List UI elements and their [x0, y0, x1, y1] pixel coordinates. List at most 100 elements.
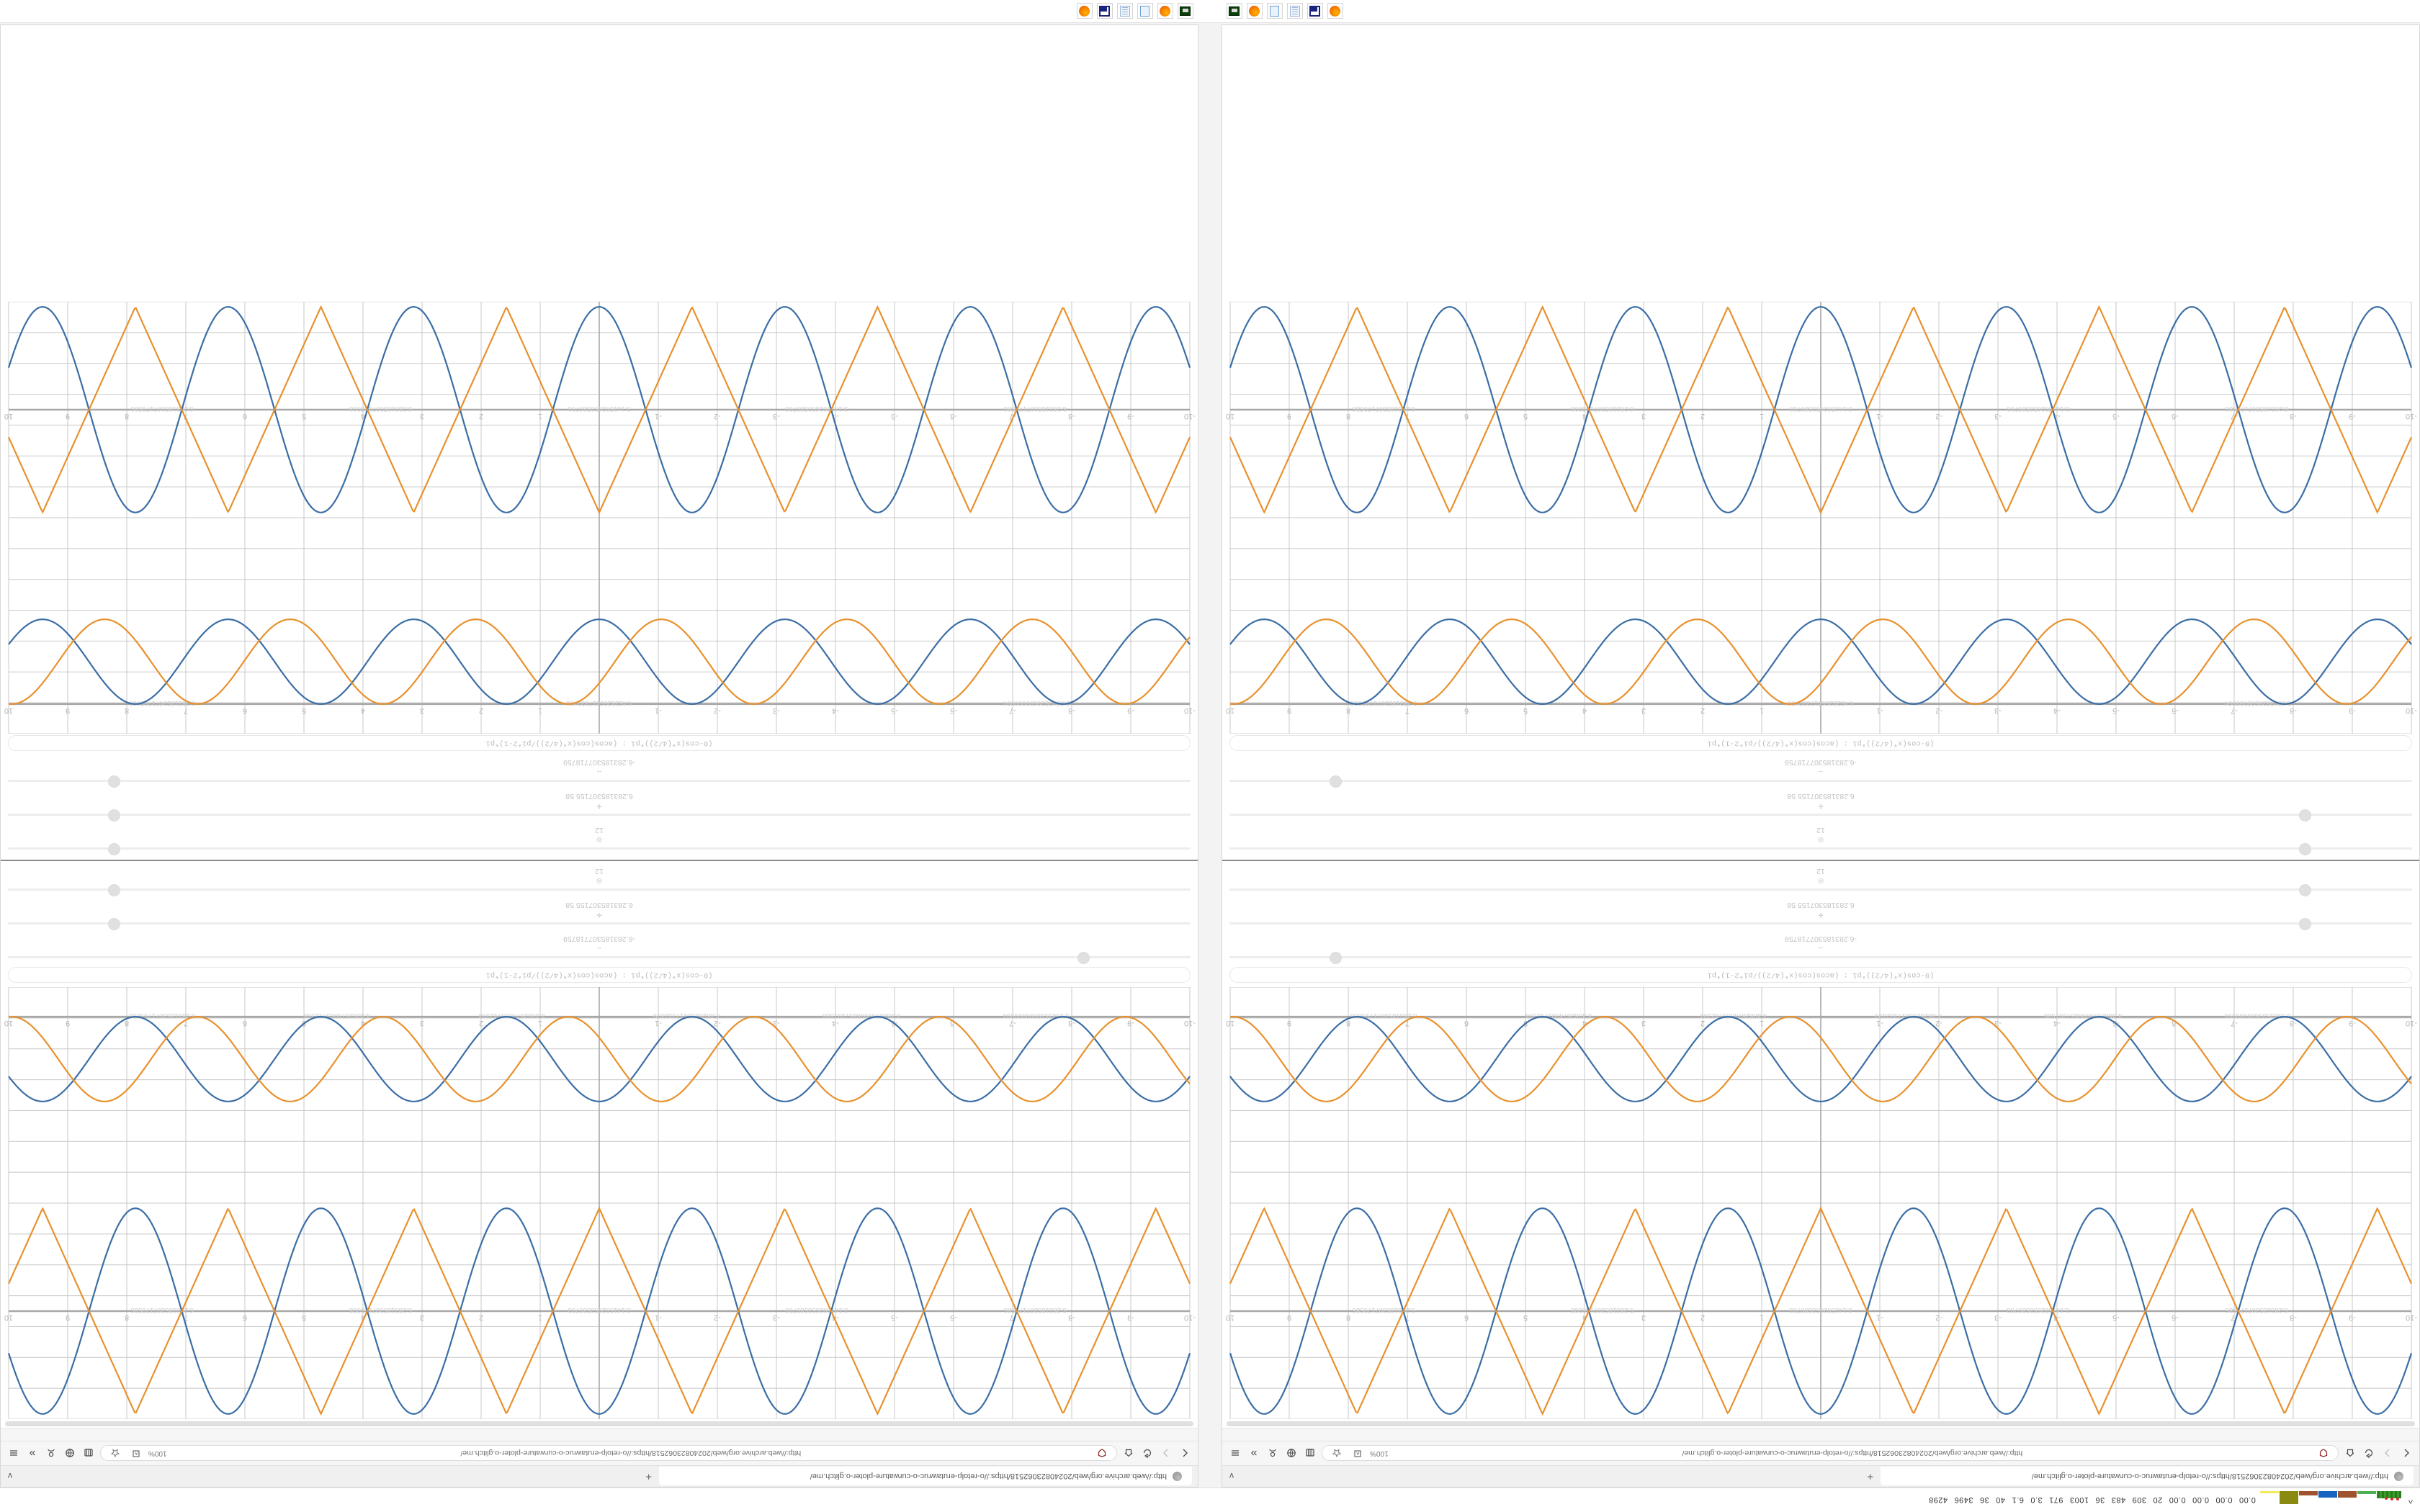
- taskbar-terminal-icon[interactable]: [1227, 3, 1242, 19]
- graph-left-chart-4[interactable]: -10 -9 -8 -7 -6 -5 -4 -3 -2 -1 1 2 3 4 5 6 7 8 9 10 -6.28318…: [1222, 302, 2419, 518]
- taskbar-left-group[interactable]: [1227, 3, 1343, 19]
- slider-thumb[interactable]: [2299, 884, 2312, 896]
- reload-icon[interactable]: [2362, 1446, 2376, 1461]
- slider-thumb[interactable]: [107, 884, 120, 896]
- translate-icon[interactable]: A: [1350, 1446, 1364, 1461]
- curvature-plotter-app-right[interactable]: -10 -9 -8 -7 -6 -5 -4 -3 -2 -1 1 2 3 4 5 6 7 8 9 10 -6.28318…: [1, 25, 1198, 1419]
- library-icon[interactable]: [81, 1446, 96, 1461]
- reload-icon[interactable]: [1140, 1446, 1155, 1461]
- taskbar-right-group[interactable]: [1077, 3, 1193, 19]
- chevron-up-icon[interactable]: ^: [2408, 1495, 2413, 1506]
- taskbar-calculator-icon[interactable]: [1137, 3, 1153, 19]
- formula-input-top[interactable]: (0-cos(x*(4/2))*pi : (acos(cos(x*(4/2))/…: [1229, 967, 2412, 983]
- hamburger-menu-icon[interactable]: [6, 1446, 21, 1461]
- shield-icon[interactable]: [1095, 1446, 1109, 1461]
- back-arrow-icon[interactable]: [2399, 1446, 2414, 1461]
- bookmarks-toolbar-left[interactable]: [1222, 1428, 2419, 1441]
- slider-count-b[interactable]: [1229, 843, 2412, 855]
- library-icon[interactable]: [1303, 1446, 1317, 1461]
- back-arrow-icon[interactable]: [1178, 1446, 1192, 1461]
- account-icon[interactable]: [1265, 1446, 1280, 1461]
- slider-phase-a[interactable]: [8, 952, 1191, 964]
- slider-amp-a[interactable]: [8, 918, 1191, 930]
- slider-thumb[interactable]: [107, 918, 120, 930]
- formula-input-bottom[interactable]: (0-cos(x*(4/2))*pi : (acos(cos(x*(4/2))/…: [8, 735, 1191, 751]
- zoom-level-label[interactable]: 100%: [1370, 1449, 1389, 1457]
- list-all-tabs-icon[interactable]: v: [8, 1471, 12, 1482]
- account-icon[interactable]: [44, 1446, 58, 1461]
- slider-thumb[interactable]: [1329, 952, 1342, 964]
- taskbar-terminal-icon[interactable]: [1178, 3, 1193, 19]
- graph-left-chart-3[interactable]: -10 -9 -8 -7 -6 -5 -4 -3 -2 -1 1 2 3 4 5 6 7 8 9 10 3.934353…: [1, 518, 1198, 734]
- taskbar-floppy-save-icon[interactable]: [1097, 3, 1113, 19]
- home-icon[interactable]: [2343, 1446, 2357, 1461]
- globe-icon[interactable]: [63, 1446, 77, 1461]
- taskbar-firefox-icon[interactable]: [1157, 3, 1173, 19]
- list-all-tabs-icon[interactable]: v: [1229, 1471, 1234, 1482]
- slider-thumb[interactable]: [107, 843, 120, 855]
- bookmarks-toolbar-right[interactable]: [1, 1428, 1198, 1441]
- navigation-toolbar-left[interactable]: http://web.archive.org/web/2024082306251…: [1222, 1441, 2419, 1465]
- slider-thumb[interactable]: [2299, 809, 2312, 822]
- taskbar-notepad-icon[interactable]: [1287, 3, 1303, 19]
- zoom-level-label[interactable]: 100%: [148, 1449, 167, 1457]
- slider-thumb[interactable]: [107, 775, 120, 788]
- slider-thumb[interactable]: [2299, 843, 2312, 855]
- hamburger-menu-icon[interactable]: [1228, 1446, 1242, 1461]
- tab-strip-left[interactable]: http://web.archive.org/web/2024082306251…: [1222, 1465, 2419, 1487]
- horizontal-scrollbar-left[interactable]: [1227, 1421, 2415, 1426]
- slider-phase-b[interactable]: [8, 775, 1191, 788]
- taskbar-firefox-icon[interactable]: [1327, 3, 1343, 19]
- taskbar-firefox-icon[interactable]: [1077, 3, 1093, 19]
- graph-left-chart-1[interactable]: -10 -9 -8 -7 -6 -5 -4 -3 -2 -1 1 2 3 4 5 6 7 8 9 10 -6.28318…: [1, 1203, 1198, 1419]
- forward-arrow-icon[interactable]: [2380, 1446, 2395, 1461]
- browser-tab-right[interactable]: http://web.archive.org/web/2024082306251…: [659, 1467, 1192, 1486]
- slider-thumb[interactable]: [2299, 918, 2312, 930]
- tab-strip-right[interactable]: http://web.archive.org/web/2024082306251…: [1, 1465, 1198, 1487]
- formula-input-top[interactable]: (0-cos(x*(4/2))*pi : (acos(cos(x*(4/2))/…: [8, 967, 1191, 983]
- slider-amp-a[interactable]: [1229, 918, 2412, 930]
- slider-count-a[interactable]: [8, 884, 1191, 896]
- address-bar-left[interactable]: http://web.archive.org/web/2024082306251…: [1322, 1445, 2339, 1462]
- translate-icon[interactable]: A: [128, 1446, 143, 1461]
- slider-count-a[interactable]: [1229, 884, 2412, 896]
- graph-left-chart-4[interactable]: -10 -9 -8 -7 -6 -5 -4 -3 -2 -1 1 2 3 4 5 6 7 8 9 10 -6.28318…: [1, 302, 1198, 518]
- slider-thumb[interactable]: [107, 809, 120, 822]
- taskbar[interactable]: [0, 0, 2420, 23]
- star-icon[interactable]: [1330, 1446, 1344, 1461]
- extensions-overflow-icon[interactable]: »: [29, 1447, 36, 1460]
- formula-input-bottom[interactable]: (0-cos(x*(4/2))*pi : (acos(cos(x*(4/2))/…: [1229, 735, 2412, 751]
- browser-window-left[interactable]: http://web.archive.org/web/2024082306251…: [1222, 24, 2420, 1488]
- svg-text:-1: -1: [1876, 706, 1883, 715]
- browser-window-right[interactable]: http://web.archive.org/web/2024082306251…: [0, 24, 1198, 1488]
- new-tab-button[interactable]: +: [645, 1470, 652, 1482]
- slider-count-b[interactable]: [8, 843, 1191, 855]
- globe-icon[interactable]: [1284, 1446, 1299, 1461]
- slider-phase-b[interactable]: [1229, 775, 2412, 788]
- curvature-plotter-app-left[interactable]: -10 -9 -8 -7 -6 -5 -4 -3 -2 -1 1 2 3 4 5 6 7 8 9 10 -6.28318…: [1222, 25, 2419, 1419]
- graph-left-chart-3[interactable]: -10 -9 -8 -7 -6 -5 -4 -3 -2 -1 1 2 3 4 5 6 7 8 9 10 3.934353…: [1222, 518, 2419, 734]
- graph-left-chart-2[interactable]: -10-9-8-7-6-5-4-3-2-1123456789103.934353…: [1, 987, 1198, 1203]
- graph-left-chart-2[interactable]: -10-9-8-7-6-5-4-3-2-1123456789103.934353…: [1222, 987, 2419, 1203]
- slider-thumb[interactable]: [1077, 952, 1090, 964]
- navigation-toolbar-right[interactable]: http://web.archive.org/web/2024082306251…: [1, 1441, 1198, 1465]
- home-icon[interactable]: [1121, 1446, 1136, 1461]
- slider-thumb[interactable]: [1329, 775, 1342, 788]
- extensions-overflow-icon[interactable]: »: [1250, 1447, 1258, 1460]
- taskbar-calculator-icon[interactable]: [1267, 3, 1283, 19]
- address-bar-right[interactable]: http://web.archive.org/web/2024082306251…: [100, 1445, 1117, 1462]
- slider-phase-a[interactable]: [1229, 952, 2412, 964]
- star-icon[interactable]: [108, 1446, 122, 1461]
- slider-amp-b[interactable]: [1229, 809, 2412, 822]
- graph-left-chart-1[interactable]: -10 -9 -8 -7 -6 -5 -4 -3 -2 -1 1 2 3 4 5 6 7 8 9 10 -6.28318…: [1222, 1203, 2419, 1419]
- browser-tab-left[interactable]: http://web.archive.org/web/2024082306251…: [1881, 1467, 2414, 1486]
- shield-icon[interactable]: [2316, 1446, 2331, 1461]
- forward-arrow-icon[interactable]: [1159, 1446, 1173, 1461]
- svg-text:-4: -4: [2053, 1313, 2061, 1322]
- taskbar-floppy-save-icon[interactable]: [1307, 3, 1323, 19]
- taskbar-notepad-icon[interactable]: [1117, 3, 1133, 19]
- new-tab-button[interactable]: +: [1867, 1470, 1873, 1482]
- slider-amp-b[interactable]: [8, 809, 1191, 822]
- horizontal-scrollbar-right[interactable]: [5, 1421, 1193, 1426]
- taskbar-firefox-icon[interactable]: [1247, 3, 1263, 19]
